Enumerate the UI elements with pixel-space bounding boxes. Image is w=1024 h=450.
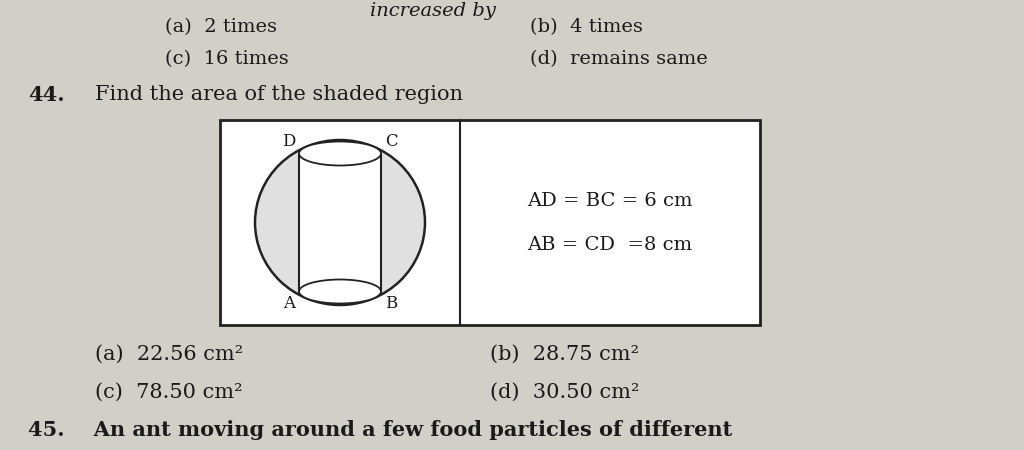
Text: Find the area of the shaded region: Find the area of the shaded region (95, 85, 463, 104)
Text: A: A (283, 296, 295, 312)
Text: increased by: increased by (370, 2, 496, 20)
Text: (d)  remains same: (d) remains same (530, 50, 708, 68)
Text: (c)  78.50 cm²: (c) 78.50 cm² (95, 383, 243, 402)
Text: (c)  16 times: (c) 16 times (165, 50, 289, 68)
Bar (299, 153, 381, 292)
Text: (a)  22.56 cm²: (a) 22.56 cm² (95, 345, 244, 364)
Text: AB = CD  =8 cm: AB = CD =8 cm (527, 235, 692, 253)
Text: 45.    An ant moving around a few food particles of different: 45. An ant moving around a few food part… (28, 420, 732, 440)
Text: AD = BC = 6 cm: AD = BC = 6 cm (527, 192, 693, 210)
Text: (a)  2 times: (a) 2 times (165, 18, 278, 36)
Ellipse shape (299, 141, 381, 166)
Text: C: C (385, 132, 397, 149)
Text: (d)  30.50 cm²: (d) 30.50 cm² (490, 383, 640, 402)
Text: D: D (282, 132, 295, 149)
Text: (b)  28.75 cm²: (b) 28.75 cm² (490, 345, 639, 364)
Text: B: B (385, 296, 397, 312)
Ellipse shape (255, 140, 425, 305)
Ellipse shape (299, 279, 381, 303)
Text: 44.: 44. (28, 85, 65, 105)
Bar (220, 120, 760, 325)
Text: (b)  4 times: (b) 4 times (530, 18, 643, 36)
